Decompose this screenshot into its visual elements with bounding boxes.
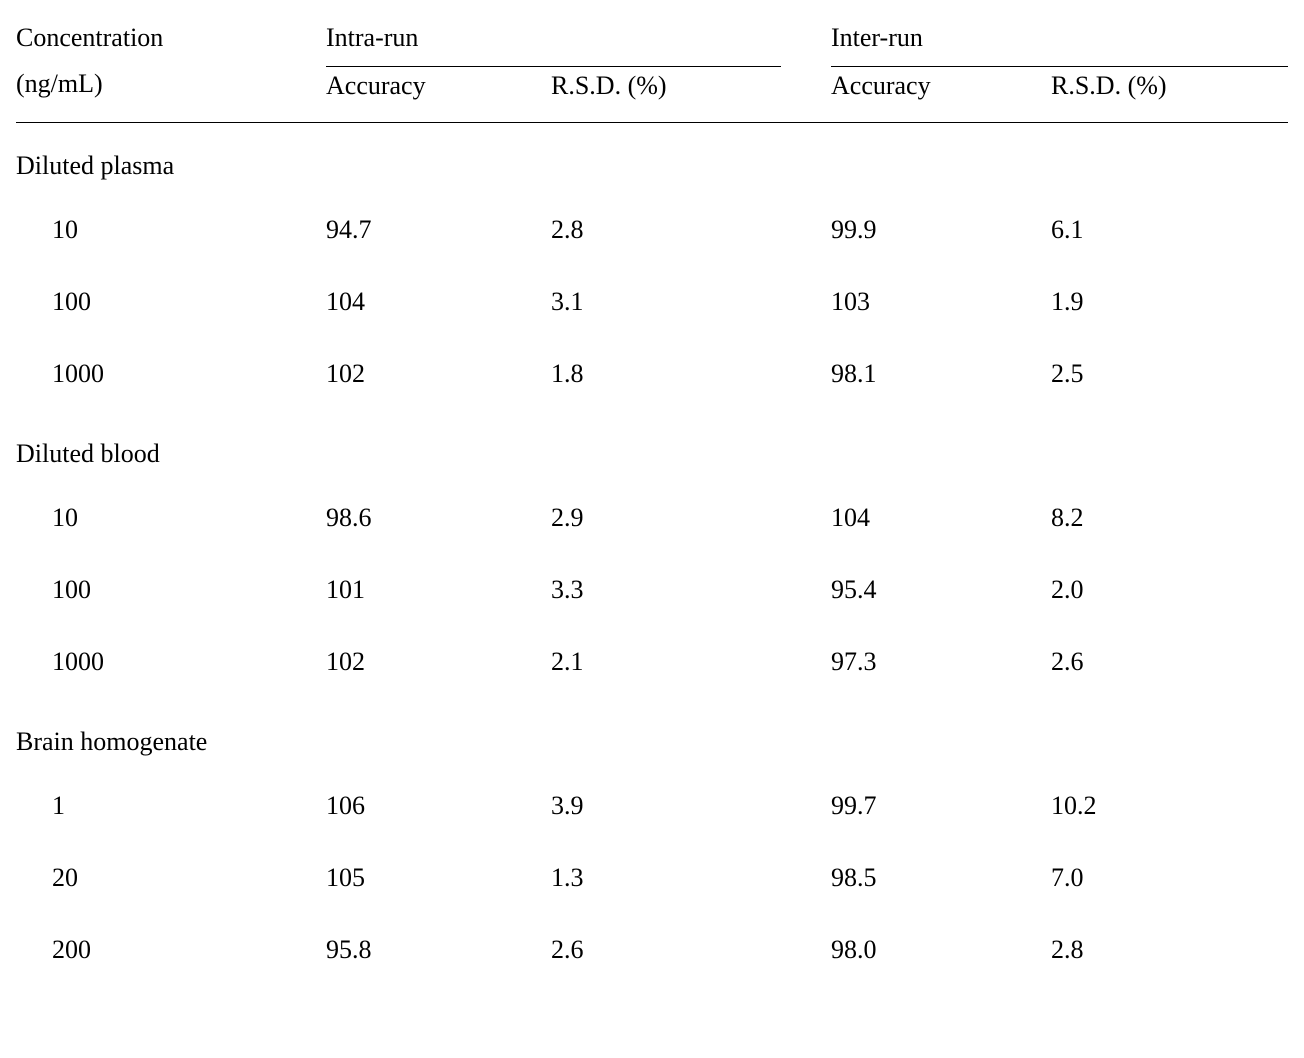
cell-inter-acc: 98.0 [831,914,1051,986]
data-row: 200 95.8 2.6 98.0 2.8 [16,914,1288,986]
cell-gap [781,266,831,338]
cell-inter-acc: 99.9 [831,194,1051,266]
validation-table: Concentration Intra-run Inter-run (ng/mL… [16,10,1288,986]
header-intra-run-blank [551,10,781,66]
data-row: 10 94.7 2.8 99.9 6.1 [16,194,1288,266]
cell-inter-acc: 98.1 [831,338,1051,410]
data-row: 1000 102 1.8 98.1 2.5 [16,338,1288,410]
cell-gap [781,842,831,914]
cell-conc: 1000 [16,338,326,410]
cell-intra-acc: 101 [326,554,551,626]
header-intra-rsd: R.S.D. (%) [551,66,781,122]
cell-conc: 20 [16,842,326,914]
cell-inter-rsd: 1.9 [1051,266,1288,338]
cell-inter-rsd: 6.1 [1051,194,1288,266]
group-name: Diluted blood [16,410,1288,482]
cell-conc: 100 [16,554,326,626]
cell-inter-rsd: 7.0 [1051,842,1288,914]
cell-intra-rsd: 3.9 [551,770,781,842]
cell-inter-acc: 103 [831,266,1051,338]
cell-gap [781,626,831,698]
header-inter-run-blank [1051,10,1288,66]
cell-intra-rsd: 1.8 [551,338,781,410]
cell-intra-acc: 104 [326,266,551,338]
data-row: 100 101 3.3 95.4 2.0 [16,554,1288,626]
cell-intra-acc: 95.8 [326,914,551,986]
cell-inter-acc: 97.3 [831,626,1051,698]
cell-gap [781,554,831,626]
group-row: Diluted blood [16,410,1288,482]
cell-intra-acc: 102 [326,338,551,410]
group-row: Diluted plasma [16,122,1288,194]
cell-inter-acc: 104 [831,482,1051,554]
group-name: Brain homogenate [16,698,1288,770]
cell-intra-acc: 106 [326,770,551,842]
data-row: 100 104 3.1 103 1.9 [16,266,1288,338]
header-inter-accuracy: Accuracy [831,66,1051,122]
cell-inter-rsd: 2.6 [1051,626,1288,698]
cell-intra-rsd: 2.9 [551,482,781,554]
cell-inter-acc: 95.4 [831,554,1051,626]
cell-intra-rsd: 2.6 [551,914,781,986]
cell-inter-rsd: 8.2 [1051,482,1288,554]
data-row: 1 106 3.9 99.7 10.2 [16,770,1288,842]
data-row: 20 105 1.3 98.5 7.0 [16,842,1288,914]
cell-intra-acc: 102 [326,626,551,698]
cell-inter-acc: 99.7 [831,770,1051,842]
header-concentration-line2: (ng/mL) [16,66,326,122]
header-gap-2 [781,66,831,122]
cell-intra-rsd: 1.3 [551,842,781,914]
data-row: 10 98.6 2.9 104 8.2 [16,482,1288,554]
cell-inter-rsd: 2.8 [1051,914,1288,986]
cell-inter-acc: 98.5 [831,842,1051,914]
header-concentration-line1: Concentration [16,10,326,66]
cell-conc: 1 [16,770,326,842]
cell-conc: 1000 [16,626,326,698]
header-inter-rsd: R.S.D. (%) [1051,66,1288,122]
cell-gap [781,770,831,842]
cell-inter-rsd: 10.2 [1051,770,1288,842]
cell-conc: 10 [16,194,326,266]
cell-conc: 10 [16,482,326,554]
cell-intra-acc: 98.6 [326,482,551,554]
cell-intra-rsd: 2.1 [551,626,781,698]
header-intra-accuracy: Accuracy [326,66,551,122]
cell-intra-acc: 94.7 [326,194,551,266]
header-inter-run: Inter-run [831,10,1051,66]
group-row: Brain homogenate [16,698,1288,770]
cell-intra-rsd: 3.1 [551,266,781,338]
cell-intra-rsd: 2.8 [551,194,781,266]
header-gap [781,10,831,66]
cell-inter-rsd: 2.0 [1051,554,1288,626]
cell-gap [781,914,831,986]
cell-intra-rsd: 3.3 [551,554,781,626]
cell-inter-rsd: 2.5 [1051,338,1288,410]
data-row: 1000 102 2.1 97.3 2.6 [16,626,1288,698]
group-name: Diluted plasma [16,122,1288,194]
header-intra-run: Intra-run [326,10,551,66]
cell-gap [781,194,831,266]
cell-intra-acc: 105 [326,842,551,914]
cell-conc: 100 [16,266,326,338]
cell-gap [781,482,831,554]
cell-conc: 200 [16,914,326,986]
cell-gap [781,338,831,410]
